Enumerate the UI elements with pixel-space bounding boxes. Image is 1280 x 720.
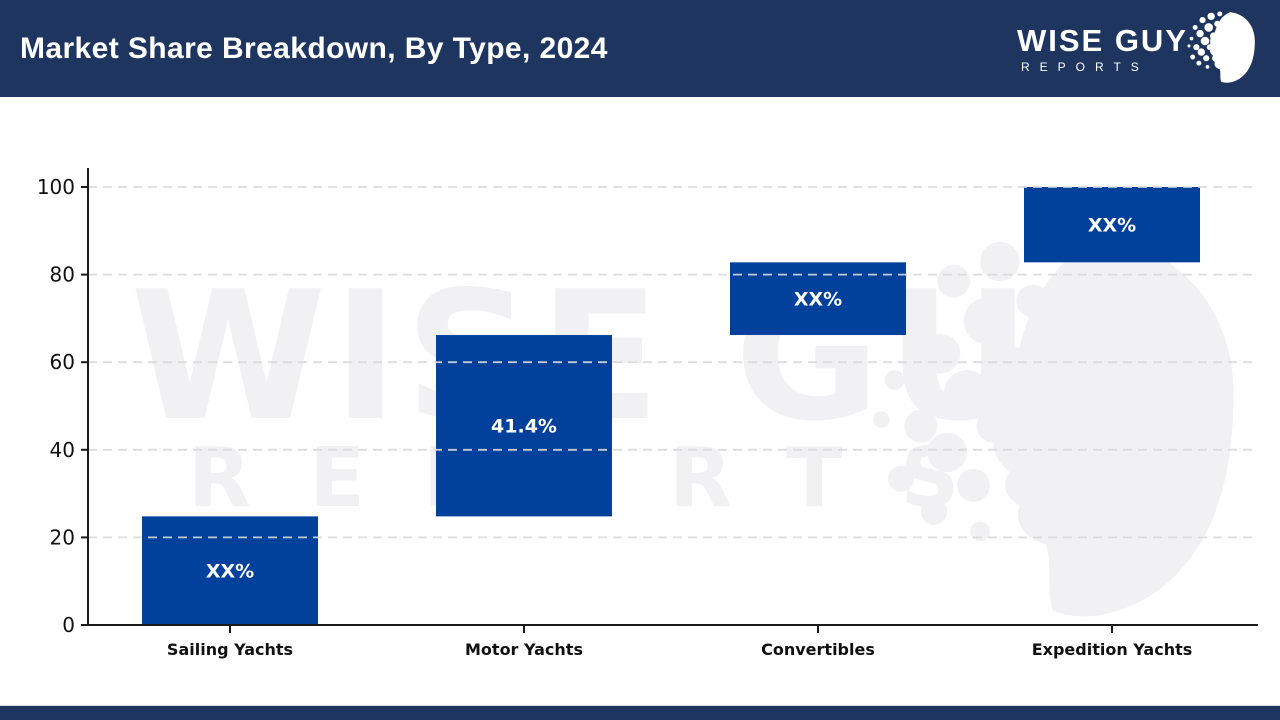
page-title: Market Share Breakdown, By Type, 2024 [20, 31, 608, 65]
bar-labels-group: XX% 41.4% XX% XX% [206, 215, 1136, 583]
x-category-label: Convertibles [761, 640, 875, 659]
x-category-label: Sailing Yachts [167, 640, 293, 659]
y-tick-label: 40 [50, 438, 75, 462]
bar-4 [1024, 187, 1200, 263]
wiseguy-logo-text: WISE GUY REPORTS [1017, 25, 1188, 73]
y-tick-label: 100 [37, 175, 75, 199]
wiseguy-logo-line2: REPORTS [1020, 59, 1149, 74]
y-tick-label: 20 [50, 525, 75, 549]
header-band: Market Share Breakdown, By Type, 2024 WI… [0, 0, 1280, 97]
footer-band [0, 705, 1280, 720]
wiseguy-logo: WISE GUY REPORTS [1017, 9, 1258, 89]
bars-group [142, 187, 1200, 625]
gridlines-group [88, 186, 1258, 539]
y-tick-label: 80 [50, 263, 75, 287]
wiseguy-logo-line1: WISE GUY [1016, 22, 1188, 58]
bar-value-label: XX% [1088, 215, 1136, 237]
bar-1 [142, 516, 318, 625]
y-tick-label: 60 [50, 350, 75, 374]
bar-2 [436, 335, 612, 517]
axis-labels-group: 0 20 40 60 80 100 Sailing Yachts Motor Yachts Co… [37, 175, 1192, 659]
bar-value-label: XX% [206, 561, 254, 583]
y-tick-label: 0 [62, 613, 75, 637]
x-category-label: Motor Yachts [465, 640, 583, 659]
bar-value-label: XX% [794, 289, 842, 311]
axes-group [81, 168, 1258, 633]
x-category-label: Expedition Yachts [1032, 640, 1193, 659]
bar-value-label: 41.4% [491, 416, 557, 438]
wiseguy-logo-face-icon [1184, 9, 1258, 89]
